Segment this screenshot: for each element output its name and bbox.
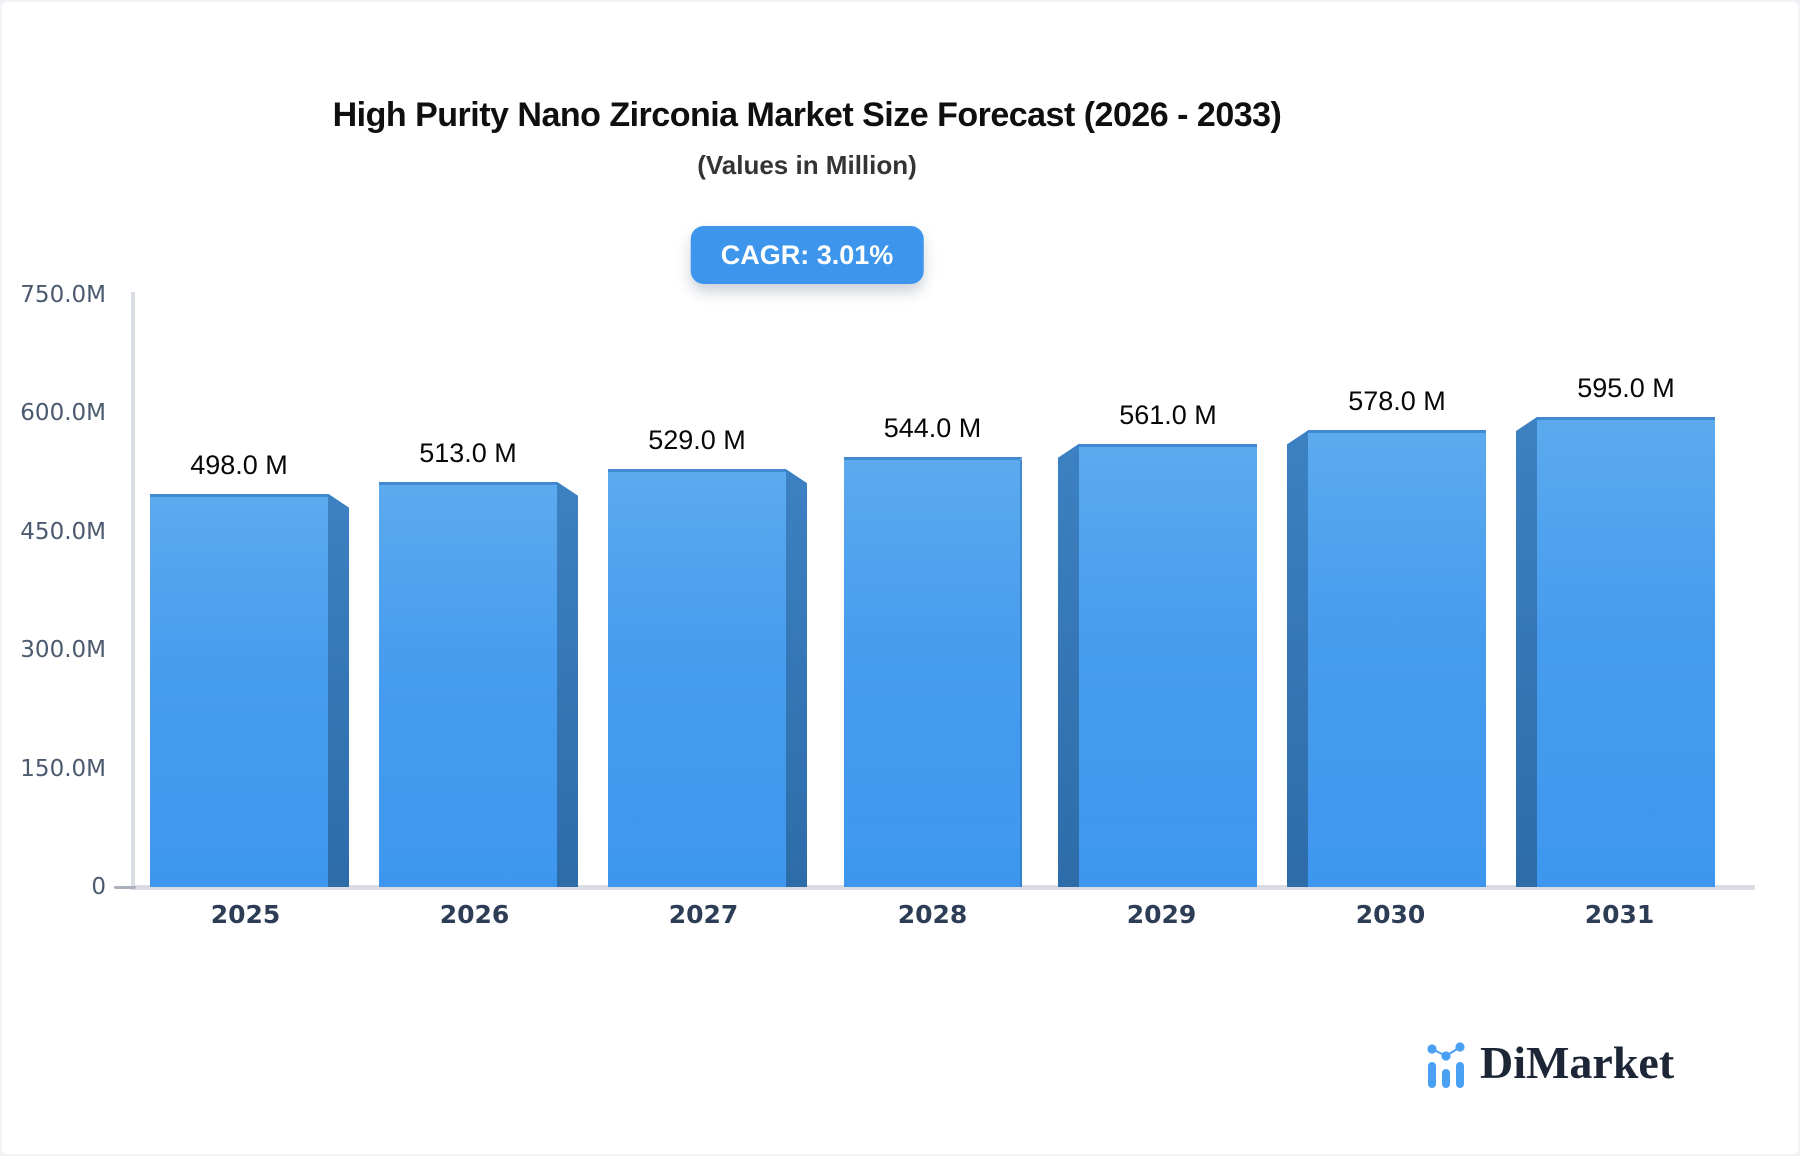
bar[interactable] xyxy=(1308,430,1486,887)
y-axis-tick-label: 450.0M xyxy=(20,518,106,545)
brand-logo-text: DiMarket xyxy=(1480,1037,1675,1088)
bar[interactable] xyxy=(379,481,557,887)
bar-3d-side xyxy=(786,469,807,887)
x-axis-tick-label: 2029 xyxy=(1126,900,1197,929)
x-axis-tick-label: 2026 xyxy=(439,900,510,929)
bar-chart-logo-icon xyxy=(1427,1042,1465,1088)
bar[interactable] xyxy=(608,469,786,887)
bar-3d-side xyxy=(1516,416,1537,887)
bar-value-label: 498.0 M xyxy=(190,449,288,480)
bar-3d-side xyxy=(557,481,578,887)
bar[interactable] xyxy=(1537,416,1715,887)
bar-value-label: 544.0 M xyxy=(883,413,982,444)
y-axis-tick-label: 150.0M xyxy=(20,755,106,782)
bar-value-label: 595.0 M xyxy=(1577,372,1675,403)
chart-subtitle: (Values in Million) xyxy=(697,150,917,180)
bar-value-label: 529.0 M xyxy=(648,425,746,456)
y-axis-tick-label: 0 xyxy=(2,874,136,900)
bar-value-label: 578.0 M xyxy=(1348,386,1446,417)
y-axis-tick-label: 600.0M xyxy=(20,400,106,426)
y-axis-line xyxy=(131,292,135,887)
bar[interactable] xyxy=(150,493,328,887)
bar[interactable] xyxy=(843,457,1022,887)
x-axis-tick-label: 2028 xyxy=(897,900,968,929)
bar[interactable] xyxy=(1079,443,1257,887)
bar-value-label: 561.0 M xyxy=(1119,399,1217,430)
chart-title: High Purity Nano Zirconia Market Size Fo… xyxy=(332,96,1282,134)
bar-3d-side xyxy=(1058,443,1079,887)
zero-tick-mark xyxy=(114,886,136,889)
brand-logo: DiMarket xyxy=(1426,1040,1674,1088)
x-axis-tick-label: 2031 xyxy=(1584,900,1655,929)
bar-value-label: 513.0 M xyxy=(419,437,517,468)
bar-3d-side xyxy=(1287,430,1308,887)
x-axis-tick-label: 2025 xyxy=(210,900,281,929)
x-axis-line xyxy=(131,885,1755,890)
x-axis-tick-label: 2027 xyxy=(668,900,739,929)
cagr-badge: CAGR: 3.01% xyxy=(690,226,924,284)
y-axis-tick-label: 300.0M xyxy=(20,637,106,663)
bar-3d-side xyxy=(328,493,349,887)
y-axis-tick-label: 750.0M xyxy=(20,281,106,308)
x-axis-tick-label: 2030 xyxy=(1355,900,1426,929)
